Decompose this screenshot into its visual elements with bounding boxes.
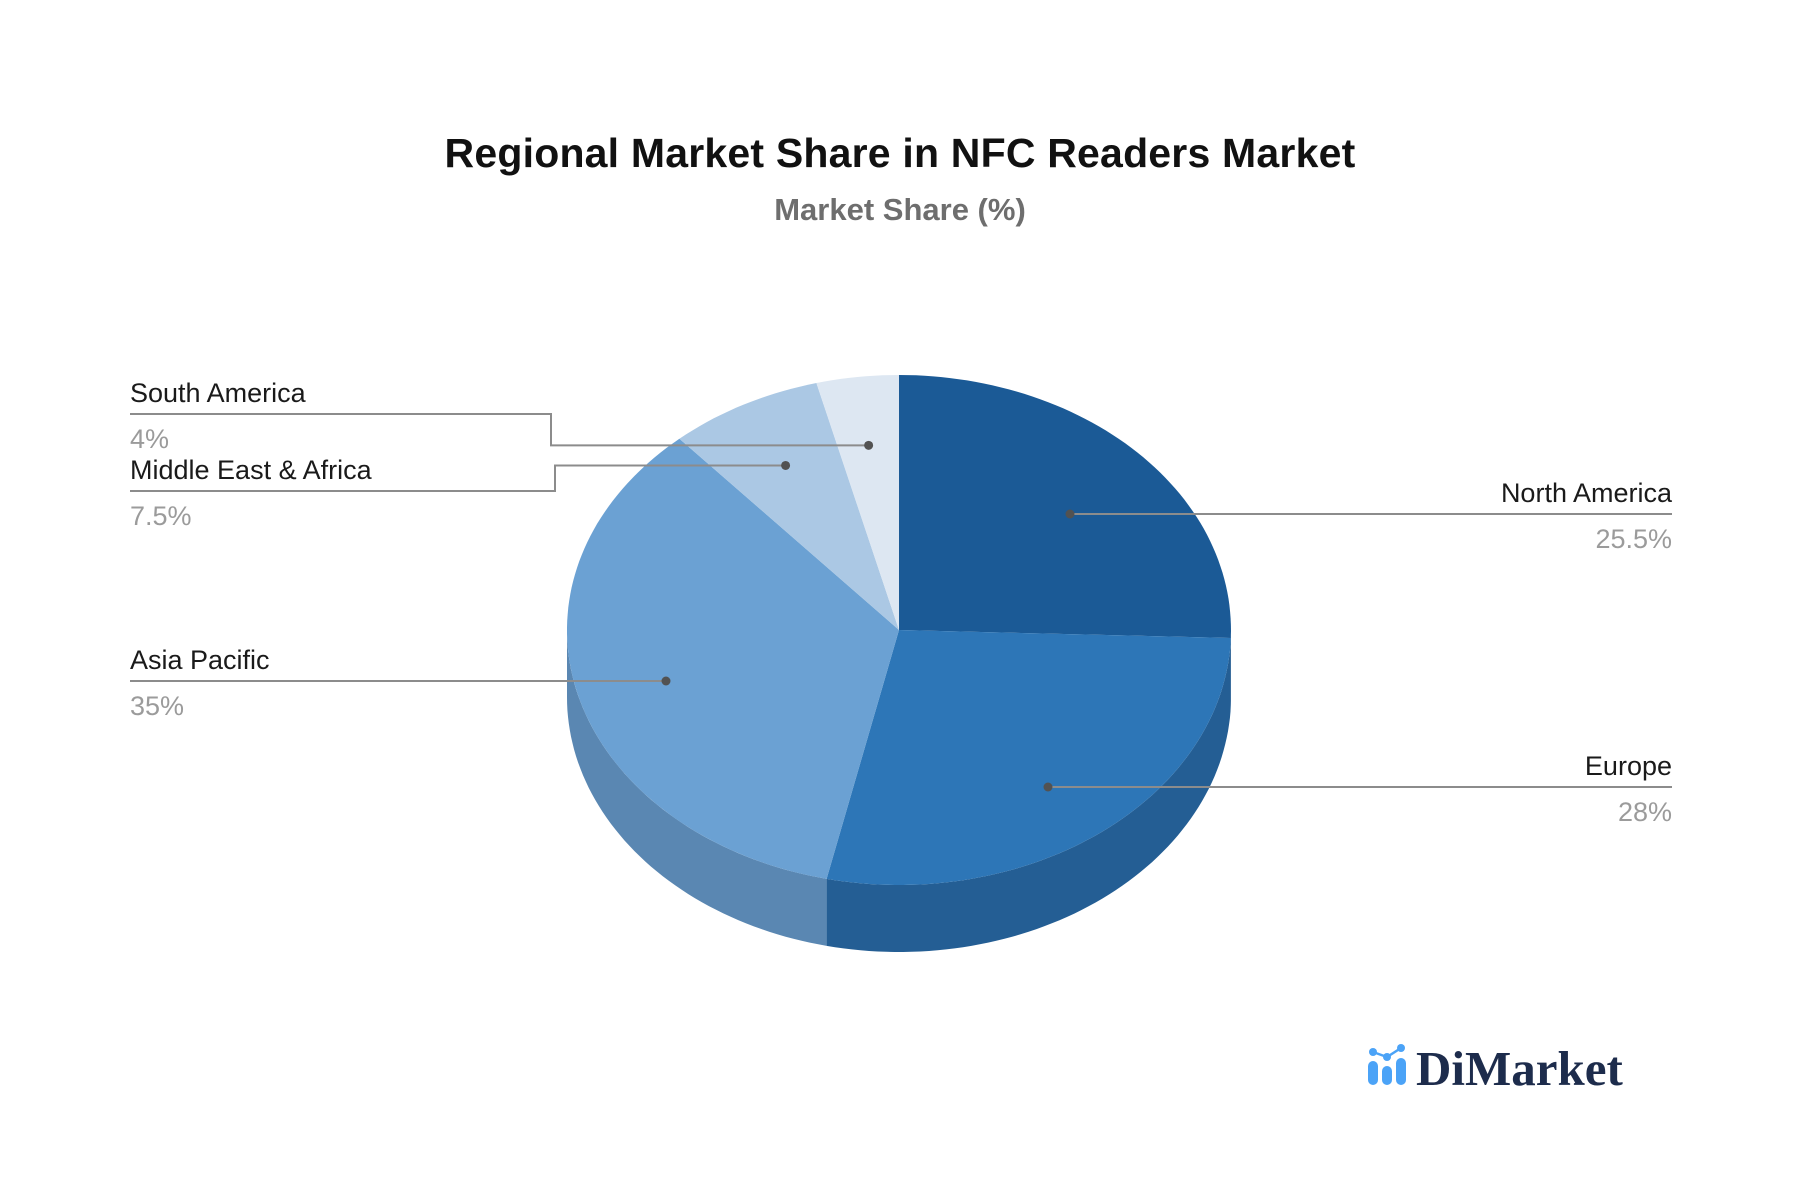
- callout-labels: North America 25.5% Europe 28% Asia Paci…: [130, 378, 1673, 827]
- pie-slices: [567, 375, 1231, 885]
- pie-slice-north-america[interactable]: [899, 375, 1231, 638]
- connector-dot: [1043, 782, 1053, 792]
- pie-3d-rim: [567, 630, 1231, 952]
- slice-label: Europe: [1585, 751, 1672, 781]
- slice-value: 25.5%: [1595, 524, 1672, 554]
- callout-europe: Europe 28%: [1043, 751, 1672, 827]
- slice-value: 4%: [130, 424, 169, 454]
- connector-dot: [661, 676, 671, 686]
- pie-rim-europe[interactable]: [826, 638, 1231, 952]
- slice-label: South America: [130, 378, 307, 408]
- callout-north-america: North America 25.5%: [1065, 478, 1673, 554]
- logo-bars-icon: [1368, 1044, 1406, 1085]
- connector-line: [130, 413, 869, 447]
- pie-rim-asia-pacific[interactable]: [567, 630, 827, 946]
- chart-subtitle: Market Share (%): [774, 192, 1026, 227]
- slice-value: 35%: [130, 691, 184, 721]
- connector-dot: [781, 460, 791, 470]
- pie-slice-asia-pacific[interactable]: [567, 438, 899, 879]
- brand-logo: DiMarket: [1360, 1037, 1640, 1099]
- callout-middle-east-africa: Middle East & Africa 7.5%: [130, 455, 791, 531]
- callout-south-america: South America 4%: [130, 378, 874, 454]
- pie-slice-europe[interactable]: [826, 630, 1231, 885]
- callout-asia-pacific: Asia Pacific 35%: [130, 645, 671, 721]
- brand-name: DiMarket: [1416, 1041, 1623, 1096]
- connector-dot: [1065, 509, 1075, 519]
- chart-title: Regional Market Share in NFC Readers Mar…: [444, 130, 1356, 176]
- dimarket-logo: DiMarket: [1368, 1041, 1623, 1096]
- pie-slice-south-america[interactable]: [816, 375, 899, 630]
- slice-label: North America: [1501, 478, 1673, 508]
- slice-label: Middle East & Africa: [130, 455, 373, 485]
- connector-dot: [864, 440, 874, 450]
- connector-line: [130, 464, 786, 492]
- slice-value: 7.5%: [130, 501, 192, 531]
- slice-label: Asia Pacific: [130, 645, 270, 675]
- slice-value: 28%: [1618, 797, 1672, 827]
